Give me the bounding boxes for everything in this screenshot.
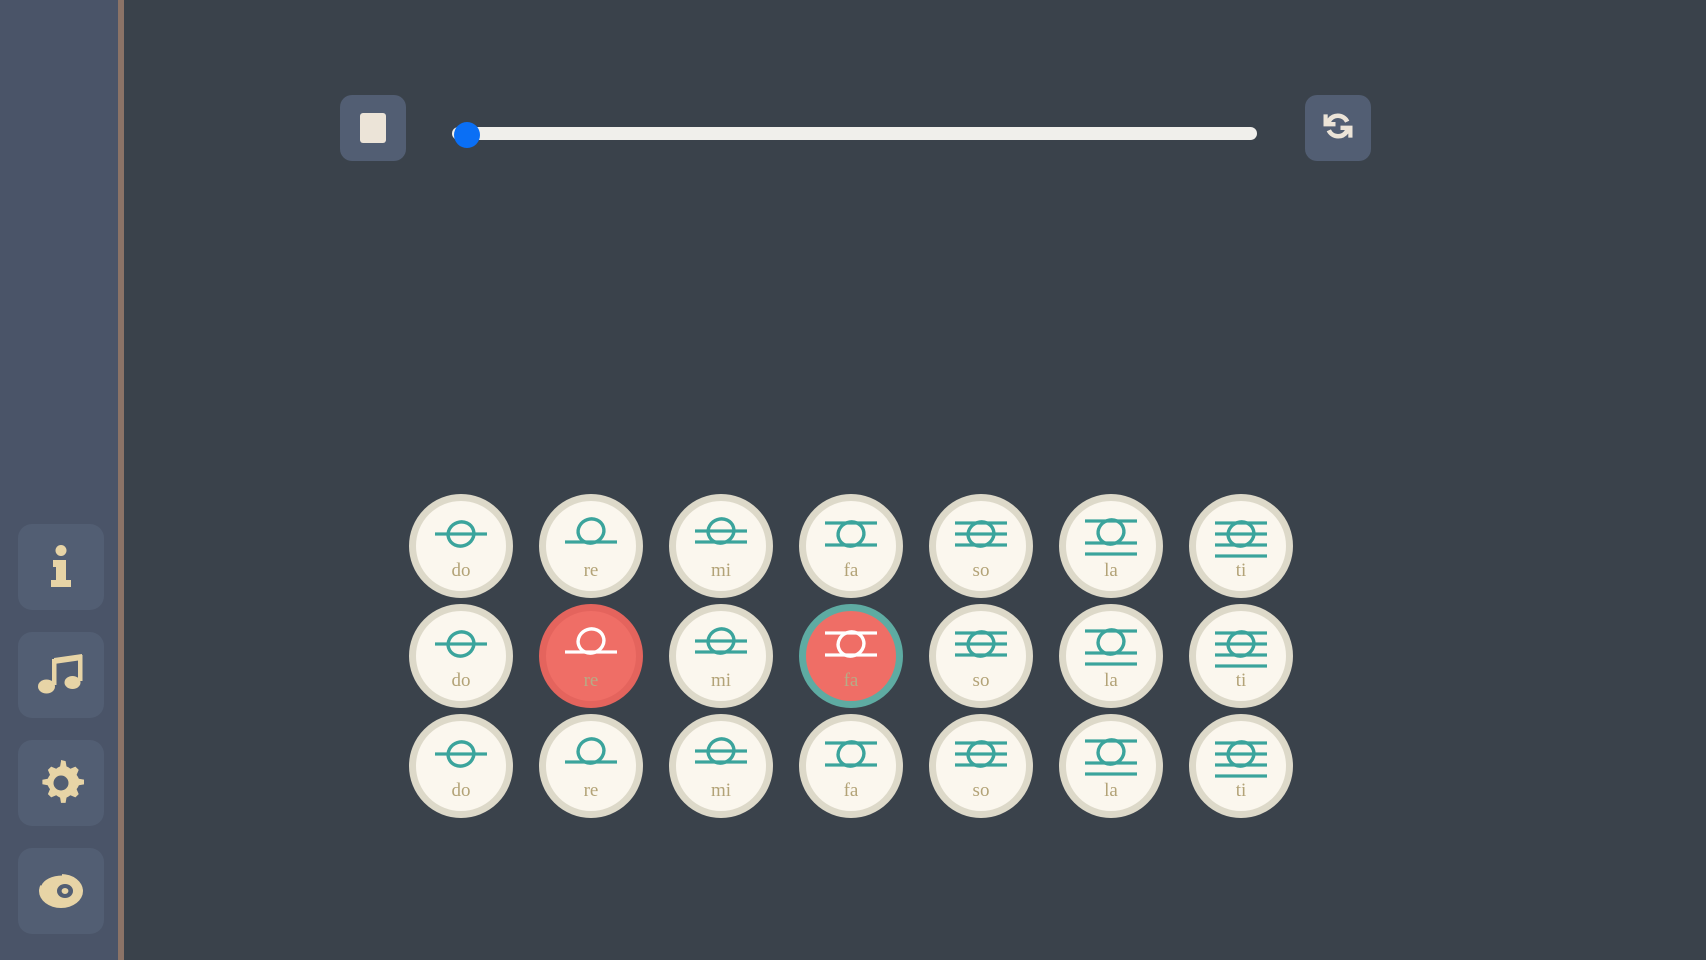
note-button-ti-r3[interactable]: ti	[1189, 714, 1293, 818]
note-label: mi	[710, 780, 732, 801]
gear-icon	[38, 760, 84, 806]
note-glyph-do-icon	[433, 730, 489, 780]
note-row: do re mi fa so la ti	[409, 494, 1293, 598]
info-icon	[44, 545, 78, 589]
note-glyph-fa-icon	[823, 620, 879, 670]
slider-track[interactable]	[452, 127, 1257, 140]
sidebar	[0, 0, 124, 960]
note-button-so-r2[interactable]: so	[929, 604, 1033, 708]
note-button-re-r2[interactable]: re	[539, 604, 643, 708]
note-glyph-ti-icon	[1213, 510, 1269, 560]
note-button-re-r3[interactable]: re	[539, 714, 643, 818]
note-glyph-so-icon	[953, 510, 1009, 560]
note-label: so	[972, 560, 990, 581]
note-label: so	[972, 670, 990, 691]
note-label: fa	[843, 670, 859, 691]
note-label: re	[583, 560, 599, 581]
note-button-la-r1[interactable]: la	[1059, 494, 1163, 598]
sidebar-item-settings[interactable]	[18, 740, 104, 826]
note-glyph-do-icon	[433, 510, 489, 560]
tempo-slider[interactable]	[452, 118, 1257, 148]
note-glyph-la-icon	[1083, 510, 1139, 560]
stop-square-icon	[360, 113, 386, 143]
note-button-so-r1[interactable]: so	[929, 494, 1033, 598]
solfege-note-grid: do re mi fa so la ti do re mi fa so la ti do re mi fa so la…	[409, 494, 1293, 818]
note-button-mi-r1[interactable]: mi	[669, 494, 773, 598]
note-glyph-la-icon	[1083, 730, 1139, 780]
note-label: fa	[843, 780, 859, 801]
note-row: do re mi fa so la ti	[409, 714, 1293, 818]
note-glyph-so-icon	[953, 620, 1009, 670]
note-glyph-re-icon	[563, 510, 619, 560]
note-row: do re mi fa so la ti	[409, 604, 1293, 708]
note-label: re	[583, 780, 599, 801]
music-note-icon	[38, 654, 84, 696]
note-glyph-mi-icon	[693, 620, 749, 670]
note-label: do	[451, 670, 471, 691]
note-label: ti	[1235, 780, 1247, 801]
note-glyph-mi-icon	[693, 510, 749, 560]
note-label: re	[583, 670, 599, 691]
note-label: ti	[1235, 670, 1247, 691]
note-button-do-r1[interactable]: do	[409, 494, 513, 598]
note-glyph-mi-icon	[693, 730, 749, 780]
note-button-do-r2[interactable]: do	[409, 604, 513, 708]
note-label: la	[1104, 560, 1118, 581]
note-glyph-so-icon	[953, 730, 1009, 780]
note-button-fa-r3[interactable]: fa	[799, 714, 903, 818]
note-glyph-fa-icon	[823, 510, 879, 560]
note-label: do	[451, 560, 471, 581]
note-glyph-re-icon	[563, 620, 619, 670]
note-glyph-fa-icon	[823, 730, 879, 780]
note-label: ti	[1235, 560, 1247, 581]
note-button-mi-r2[interactable]: mi	[669, 604, 773, 708]
note-glyph-re-icon	[563, 730, 619, 780]
note-button-do-r3[interactable]: do	[409, 714, 513, 818]
note-button-so-r3[interactable]: so	[929, 714, 1033, 818]
note-button-ti-r1[interactable]: ti	[1189, 494, 1293, 598]
vinyl-record-icon	[38, 870, 84, 912]
note-glyph-do-icon	[433, 620, 489, 670]
note-button-fa-r2[interactable]: fa	[799, 604, 903, 708]
note-label: so	[972, 780, 990, 801]
note-glyph-la-icon	[1083, 620, 1139, 670]
note-glyph-ti-icon	[1213, 620, 1269, 670]
sidebar-item-info[interactable]	[18, 524, 104, 610]
note-button-mi-r3[interactable]: mi	[669, 714, 773, 818]
note-button-re-r1[interactable]: re	[539, 494, 643, 598]
sidebar-item-record[interactable]	[18, 848, 104, 934]
note-label: do	[451, 780, 471, 801]
stop-button[interactable]	[340, 95, 406, 161]
note-glyph-ti-icon	[1213, 730, 1269, 780]
sidebar-item-music[interactable]	[18, 632, 104, 718]
note-button-fa-r1[interactable]: fa	[799, 494, 903, 598]
note-button-ti-r2[interactable]: ti	[1189, 604, 1293, 708]
refresh-icon	[1319, 107, 1357, 150]
note-label: mi	[710, 670, 732, 691]
note-label: mi	[710, 560, 732, 581]
note-button-la-r3[interactable]: la	[1059, 714, 1163, 818]
playback-toolbar	[0, 0, 1706, 200]
refresh-button[interactable]	[1305, 95, 1371, 161]
slider-thumb[interactable]	[454, 122, 480, 148]
note-button-la-r2[interactable]: la	[1059, 604, 1163, 708]
note-label: la	[1104, 780, 1118, 801]
note-label: fa	[843, 560, 859, 581]
note-label: la	[1104, 670, 1118, 691]
